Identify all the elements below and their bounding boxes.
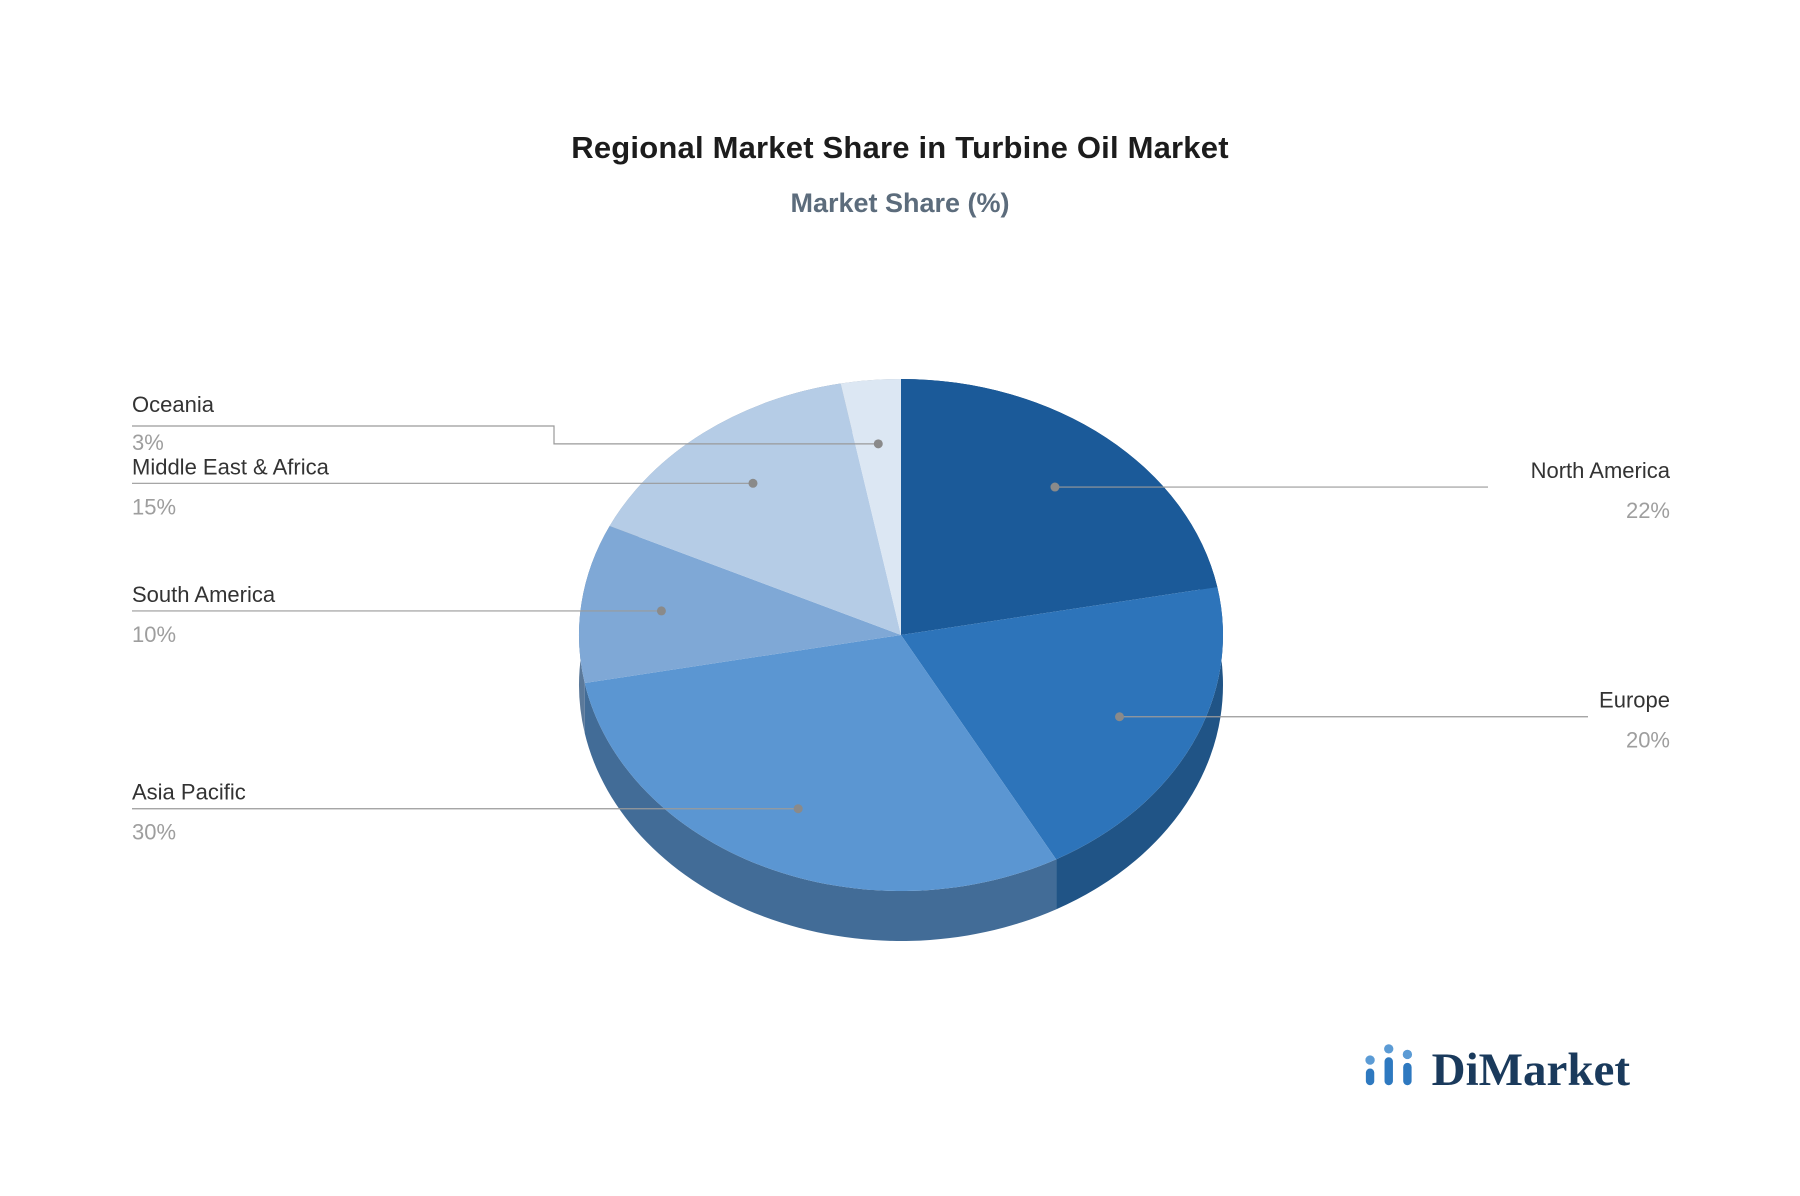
- leader-dot-europe: [1115, 712, 1125, 722]
- slice-percent-asia-pacific: 30%: [132, 820, 176, 845]
- slice-label-europe: Europe: [1599, 688, 1670, 713]
- pie-slice-middle-east-africa[interactable]: [609, 383, 901, 635]
- leader-dot-middle-east-africa: [748, 478, 758, 488]
- leader-dot-south-america: [656, 606, 666, 616]
- pie-slice-oceania[interactable]: [840, 379, 901, 635]
- dimarket-logo-text: DiMarket: [1431, 1044, 1630, 1097]
- slice-label-oceania: Oceania: [132, 392, 215, 417]
- slice-percent-middle-east-africa: 15%: [132, 494, 176, 519]
- slice-percent-europe: 20%: [1626, 728, 1670, 753]
- pie-slice-south-america[interactable]: [579, 526, 901, 683]
- leader-dot-asia-pacific: [793, 804, 803, 814]
- slice-label-north-america: North America: [1531, 458, 1671, 483]
- chart-title: Regional Market Share in Turbine Oil Mar…: [571, 130, 1229, 165]
- slice-label-middle-east-africa: Middle East & Africa: [132, 454, 330, 479]
- slice-label-asia-pacific: Asia Pacific: [132, 780, 246, 805]
- dimarket-logo: DiMarket: [1364, 1032, 1630, 1097]
- pie-slice-europe-side: [1056, 587, 1223, 910]
- slice-percent-south-america: 10%: [132, 622, 176, 647]
- pie-slice-asia-pacific-side: [584, 682, 1057, 941]
- pie-slice-europe[interactable]: [901, 587, 1223, 860]
- chart-subtitle: Market Share (%): [790, 188, 1010, 218]
- slice-percent-north-america: 22%: [1626, 498, 1670, 523]
- leader-dot-oceania: [873, 439, 883, 449]
- leader-line-oceania: [132, 425, 879, 445]
- pie-slice-asia-pacific[interactable]: [584, 635, 1057, 891]
- slice-label-south-america: South America: [132, 582, 276, 607]
- slice-percent-oceania: 3%: [132, 430, 164, 455]
- bar-chart-icon: [1365, 1044, 1412, 1086]
- pie-slice-north-america[interactable]: [901, 379, 1218, 635]
- leader-dot-north-america: [1050, 482, 1060, 492]
